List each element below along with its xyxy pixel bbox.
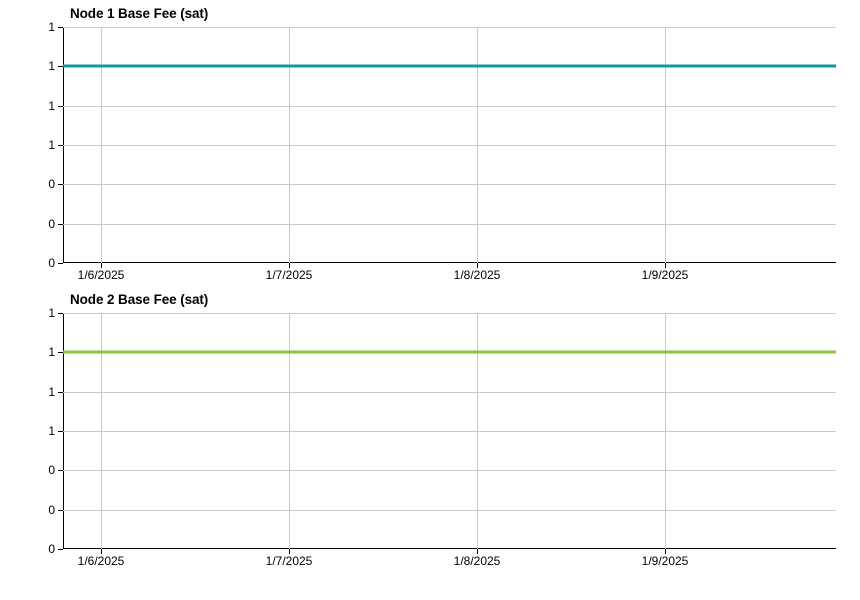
- gridline-vertical: [289, 313, 290, 549]
- y-axis-tick-label: 0: [48, 542, 55, 556]
- gridline-horizontal: [63, 470, 836, 472]
- x-axis-tick: [477, 263, 478, 268]
- y-axis-tick-label: 1: [48, 306, 55, 320]
- y-axis-tick: [58, 431, 63, 432]
- x-axis-tick: [289, 549, 290, 554]
- y-axis-tick-label: 1: [48, 98, 55, 113]
- y-axis-tick-label: 0: [48, 502, 55, 517]
- y-axis-tick: [58, 470, 63, 472]
- y-axis-tick: [58, 145, 63, 146]
- x-axis-line: [63, 262, 836, 263]
- y-axis-tick: [58, 549, 63, 550]
- x-axis-tick: [665, 263, 666, 268]
- chart-title: Node 2 Base Fee (sat): [70, 292, 209, 307]
- y-axis-tick: [58, 263, 63, 264]
- x-axis-tick: [477, 549, 478, 554]
- x-axis-tick-label: 1/9/2025: [641, 554, 689, 568]
- gridline-horizontal: [63, 313, 836, 314]
- chart-panel-node-1: Node 1 Base Fee (sat) 1 1 1 1 0 0 0 1/6/2025 1/7…: [48, 6, 836, 282]
- gridline-horizontal: [63, 509, 836, 511]
- y-axis-tick-label: 1: [48, 345, 55, 360]
- y-axis-tick-label: 0: [48, 256, 55, 270]
- y-axis-tick: [58, 352, 63, 354]
- plot-area-node-1: 1 1 1 1 0 0 0 1/6/2025 1/7/2025 1/8/2025 1/9/2025: [48, 20, 836, 282]
- x-axis-tick-label: 1/8/2025: [453, 268, 501, 282]
- series-line: [63, 350, 836, 354]
- x-axis-tick-label: 1/7/2025: [265, 268, 313, 282]
- x-axis-tick: [289, 263, 290, 268]
- x-axis-tick: [101, 263, 102, 268]
- x-axis-tick: [101, 549, 102, 554]
- gridline-vertical: [101, 27, 102, 263]
- gridline-horizontal: [63, 145, 836, 146]
- y-axis-tick: [58, 391, 63, 393]
- x-axis-tick: [665, 549, 666, 554]
- y-axis-tick-label: 0: [48, 463, 55, 478]
- y-axis-tick-label: 1: [48, 138, 55, 152]
- x-axis-tick-label: 1/6/2025: [77, 554, 125, 568]
- gridline-vertical: [101, 313, 102, 549]
- gridline-horizontal: [63, 431, 836, 432]
- gridline-horizontal: [63, 184, 836, 186]
- gridline-vertical: [477, 313, 478, 549]
- chart-title: Node 1 Base Fee (sat): [70, 6, 209, 21]
- chart-panel-node-2: Node 2 Base Fee (sat) 1 1 1 1 0 0 0 1/6/2025 1/7…: [0, 286, 860, 586]
- y-axis-tick-label: 1: [48, 424, 55, 438]
- gridline-horizontal: [63, 223, 836, 225]
- plot-area-node-2: 1 1 1 1 0 0 0 1/6/2025 1/7/2025 1/8/2025 1/9/2025: [48, 306, 836, 568]
- y-axis-tick-label: 0: [48, 216, 55, 231]
- gridline-horizontal: [63, 391, 836, 393]
- y-axis-tick: [58, 66, 63, 68]
- y-axis-tick-label: 0: [48, 177, 55, 192]
- y-axis-tick-label: 1: [48, 59, 55, 74]
- x-axis-tick-label: 1/8/2025: [453, 554, 501, 568]
- x-axis-line: [63, 548, 836, 549]
- x-axis-tick-label: 1/7/2025: [265, 554, 313, 568]
- gridline-vertical: [665, 27, 666, 263]
- gridline-vertical: [289, 27, 290, 263]
- y-axis-tick: [58, 509, 63, 511]
- x-axis-tick-label: 1/6/2025: [77, 268, 125, 282]
- gridline-horizontal: [63, 105, 836, 107]
- gridline-vertical: [665, 313, 666, 549]
- y-axis-tick-label: 1: [48, 20, 55, 34]
- y-axis-tick: [58, 223, 63, 225]
- series-line: [63, 64, 836, 68]
- gridline-vertical: [477, 27, 478, 263]
- y-axis-tick: [58, 313, 63, 314]
- gridline-horizontal: [63, 27, 836, 28]
- x-axis-tick-label: 1/9/2025: [641, 268, 689, 282]
- y-axis-tick: [58, 27, 63, 28]
- y-axis-tick-label: 1: [48, 384, 55, 399]
- y-axis-tick: [58, 105, 63, 107]
- y-axis-tick: [58, 184, 63, 186]
